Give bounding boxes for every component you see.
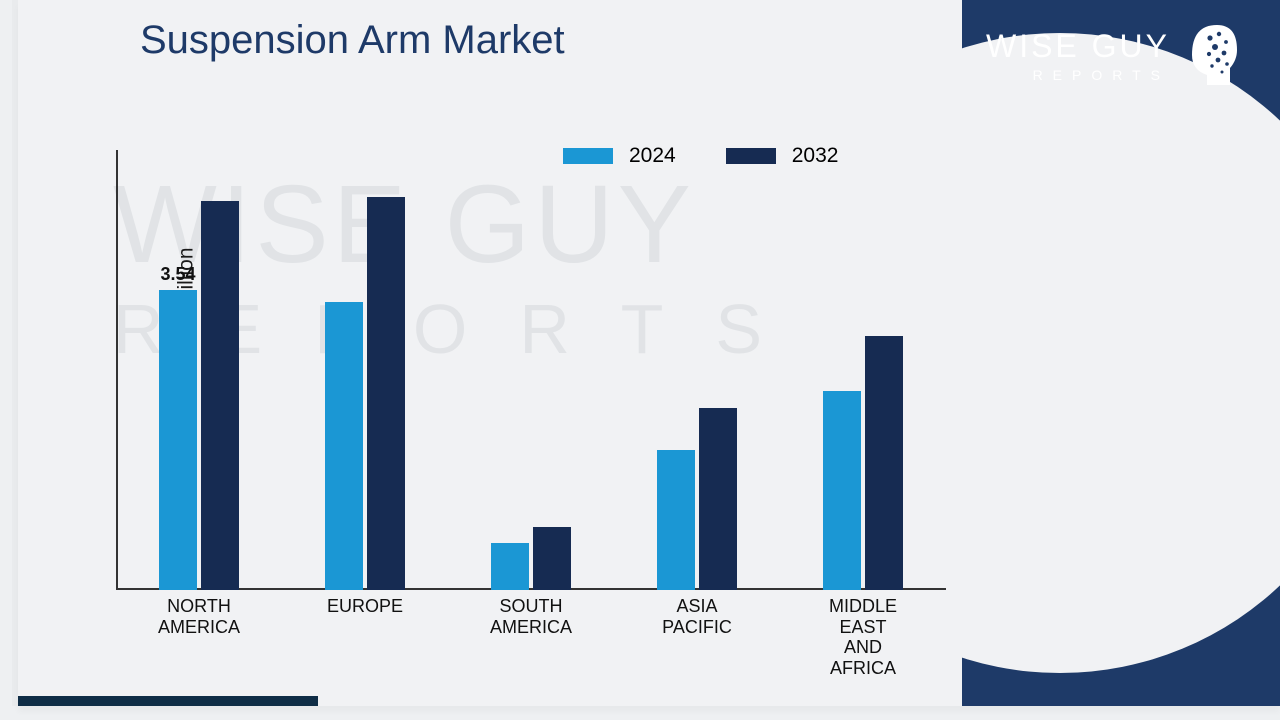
bar-2024 — [491, 543, 529, 590]
bar-2032 — [865, 336, 903, 590]
x-tick-label: SOUTHAMERICA — [448, 596, 614, 679]
brand-head-icon — [1182, 20, 1242, 90]
bar-2032 — [201, 201, 239, 590]
bar-pair — [491, 150, 571, 590]
x-tick-label: NORTHAMERICA — [116, 596, 282, 679]
bar-group — [448, 150, 614, 590]
brand-band — [962, 0, 1280, 706]
bar-group — [614, 150, 780, 590]
bar-groups: 3.54 — [116, 150, 946, 590]
page-title: Suspension Arm Market — [140, 18, 565, 63]
bar-2024 — [823, 391, 861, 590]
bar-2032 — [533, 527, 571, 590]
brand-line2: REPORTS — [986, 67, 1170, 83]
bar-pair — [325, 150, 405, 590]
bar-value-label: 3.54 — [160, 264, 195, 285]
x-axis-labels: NORTHAMERICAEUROPESOUTHAMERICAASIAPACIFI… — [116, 596, 946, 679]
bar-2024: 3.54 — [159, 290, 197, 590]
x-tick-label: ASIAPACIFIC — [614, 596, 780, 679]
x-tick-label: EUROPE — [282, 596, 448, 679]
report-card: WISE GUY REPORTS Suspension Arm Market W… — [18, 0, 1280, 706]
bar-group — [780, 150, 946, 590]
bar-chart: Market Size in USD Billion 3.54 NORTHAME… — [116, 150, 946, 590]
brand-line1: WISE GUY — [986, 28, 1170, 65]
brand-disc — [962, 33, 1280, 673]
bar-group: 3.54 — [116, 150, 282, 590]
bar-pair — [657, 150, 737, 590]
bar-group — [282, 150, 448, 590]
bar-2024 — [657, 450, 695, 590]
footer-accent-bar — [18, 696, 318, 706]
bar-2032 — [699, 408, 737, 590]
bar-2032 — [367, 197, 405, 590]
bar-2024 — [325, 302, 363, 590]
x-tick-label: MIDDLEEASTANDAFRICA — [780, 596, 946, 679]
brand-logo: WISE GUY REPORTS — [986, 20, 1242, 90]
bar-pair — [823, 150, 903, 590]
bar-pair: 3.54 — [159, 150, 239, 590]
